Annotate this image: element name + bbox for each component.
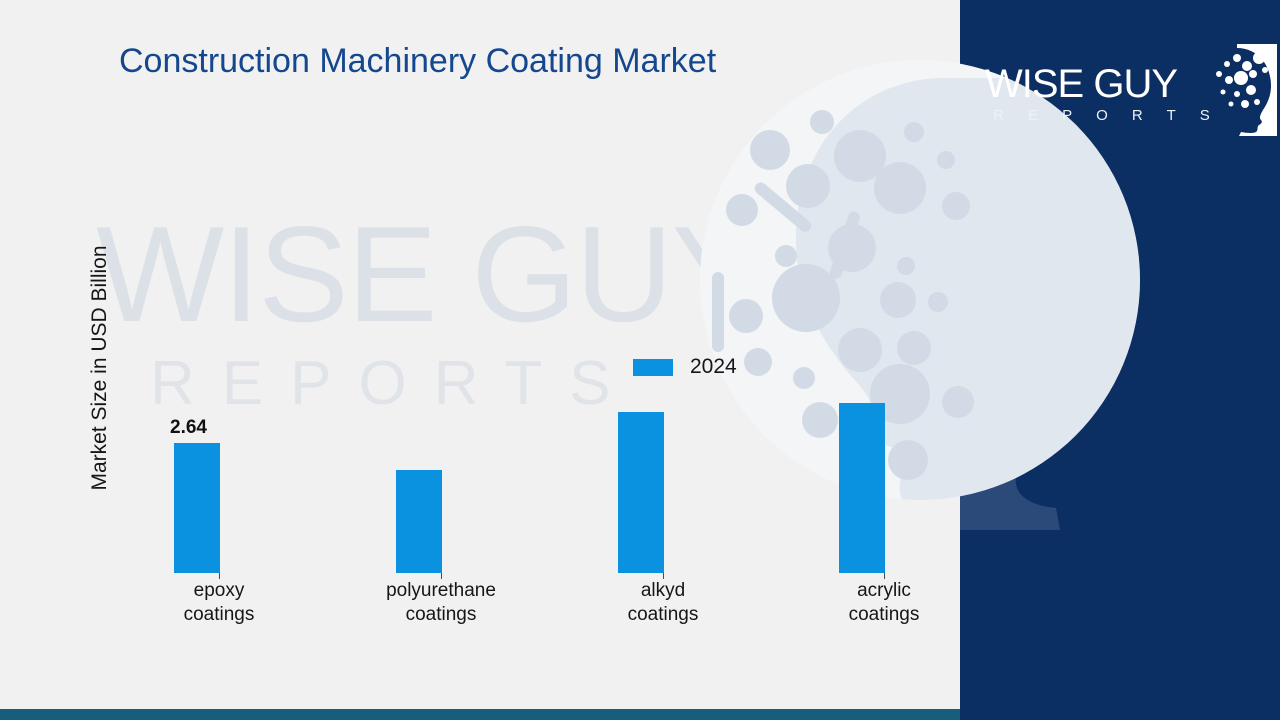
page-title: Construction Machinery Coating Market — [119, 42, 717, 80]
category-label-line1: epoxy — [193, 580, 245, 601]
bar-acrylic-coatings[interactable] — [839, 403, 885, 573]
axis-tick-polyurethane-coatings — [441, 573, 442, 579]
logo-head-dots-icon — [1216, 44, 1277, 136]
chart-legend: 2024 — [633, 355, 737, 379]
category-label-line1: polyurethane — [386, 580, 496, 601]
legend-swatch-2024-icon — [633, 358, 673, 376]
category-label-acrylic-coatings: acrylic coatings — [794, 579, 960, 627]
category-label-epoxy-coatings: epoxy coatings — [129, 579, 309, 627]
axis-tick-alkyd-coatings — [663, 573, 664, 579]
plot-area: 2.64 epoxy coatings polyurethane coating… — [129, 403, 960, 627]
category-label-line2: coatings — [405, 604, 477, 625]
y-axis-label: Market Size in USD Billion — [88, 245, 111, 491]
axis-tick-acrylic-coatings — [884, 573, 885, 579]
head-silhouette-icon — [960, 110, 1088, 530]
category-label-polyurethane-coatings: polyurethane coatings — [351, 579, 531, 627]
brand-logo: WISE GUY R E P O R T S — [985, 30, 1277, 136]
category-label-line2: coatings — [627, 604, 699, 625]
chart-canvas: WISE GUY REPORTS Construction Machinery … — [88, 42, 960, 627]
category-label-line2: coatings — [848, 604, 920, 625]
legend-label-2024[interactable]: 2024 — [690, 355, 737, 378]
category-label-line1: alkyd — [640, 580, 686, 601]
category-label-alkyd-coatings: alkyd coatings — [573, 579, 753, 627]
axis-tick-epoxy-coatings — [219, 573, 220, 579]
bar-value-epoxy-coatings: 2.64 — [170, 417, 207, 438]
bar-polyurethane-coatings[interactable] — [396, 470, 442, 573]
bar-alkyd-coatings[interactable] — [618, 412, 664, 573]
category-label-line2: coatings — [183, 604, 255, 625]
category-label-line1: acrylic — [857, 580, 911, 601]
logo-wordmark: WISE GUY — [985, 62, 1178, 106]
bottom-accent-bar — [0, 709, 960, 720]
bar-epoxy-coatings[interactable] — [174, 443, 220, 573]
